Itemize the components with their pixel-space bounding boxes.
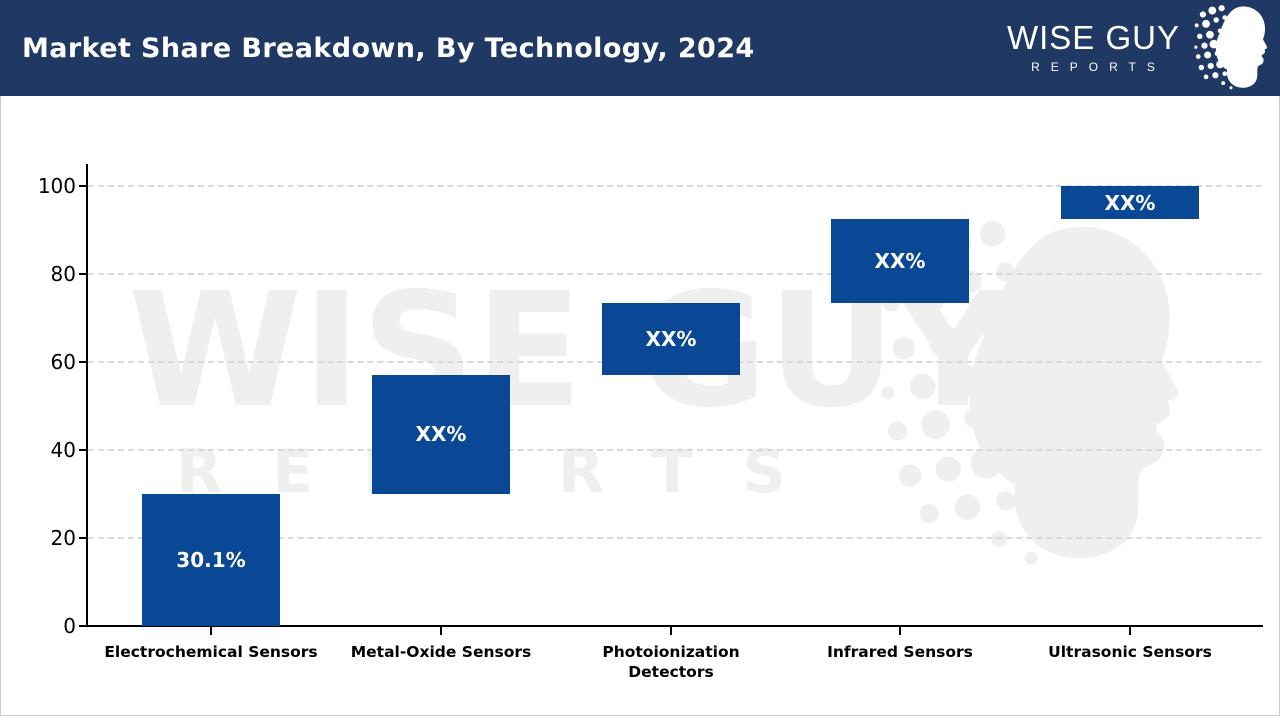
bar-value-label: XX% [645, 326, 697, 351]
x-category-label: Infrared Sensors [827, 643, 973, 661]
watermark-dotted-head-icon [881, 221, 1179, 565]
y-tick-label: 40 [50, 438, 76, 462]
y-tick-label: 100 [37, 174, 76, 198]
x-axis-tick [670, 627, 672, 635]
brand-logo-subtitle: REPORTS [1031, 60, 1166, 74]
y-tick-label: 20 [50, 526, 76, 550]
header: Market Share Breakdown, By Technology, 2… [0, 0, 1280, 96]
page-title: Market Share Breakdown, By Technology, 2… [22, 32, 755, 64]
y-axis-line [86, 164, 88, 627]
x-axis-tick [899, 627, 901, 635]
grid-line [88, 273, 1262, 275]
x-axis-tick [440, 627, 442, 635]
bar-value-label: XX% [1104, 190, 1156, 215]
x-axis-tick [210, 627, 212, 635]
brand-logo: WISE GUY REPORTS [1007, 21, 1180, 73]
grid-line [88, 537, 1262, 539]
bar: XX% [372, 375, 510, 494]
x-category-label: Electrochemical Sensors [104, 643, 318, 661]
y-axis-tick [79, 185, 87, 187]
grid-line [88, 449, 1262, 451]
x-axis-tick [1129, 627, 1131, 635]
bar: 30.1% [142, 493, 280, 626]
bar: XX% [1061, 186, 1199, 219]
brand-logo-name: WISE GUY [1006, 19, 1180, 56]
y-axis-tick [79, 625, 87, 627]
x-axis-line [86, 625, 1263, 627]
y-axis-tick [79, 361, 87, 363]
bar-value-label: 30.1% [176, 547, 246, 572]
x-category-label: Metal-Oxide Sensors [350, 643, 532, 661]
y-axis-tick [79, 537, 87, 539]
y-axis-tick [79, 449, 87, 451]
grid-line [88, 185, 1262, 187]
bar-value-label: XX% [874, 248, 926, 273]
x-category-label: Photoionization Detectors [602, 643, 740, 682]
bar-value-label: XX% [415, 422, 467, 447]
bar: XX% [602, 302, 740, 376]
y-tick-label: 0 [63, 614, 76, 638]
y-tick-label: 80 [50, 262, 76, 286]
y-axis-tick [79, 273, 87, 275]
bar: XX% [831, 219, 969, 303]
y-tick-label: 60 [50, 350, 76, 374]
x-category-label: Ultrasonic Sensors [1048, 643, 1212, 661]
brand-dotted-head-icon [1194, 5, 1268, 90]
